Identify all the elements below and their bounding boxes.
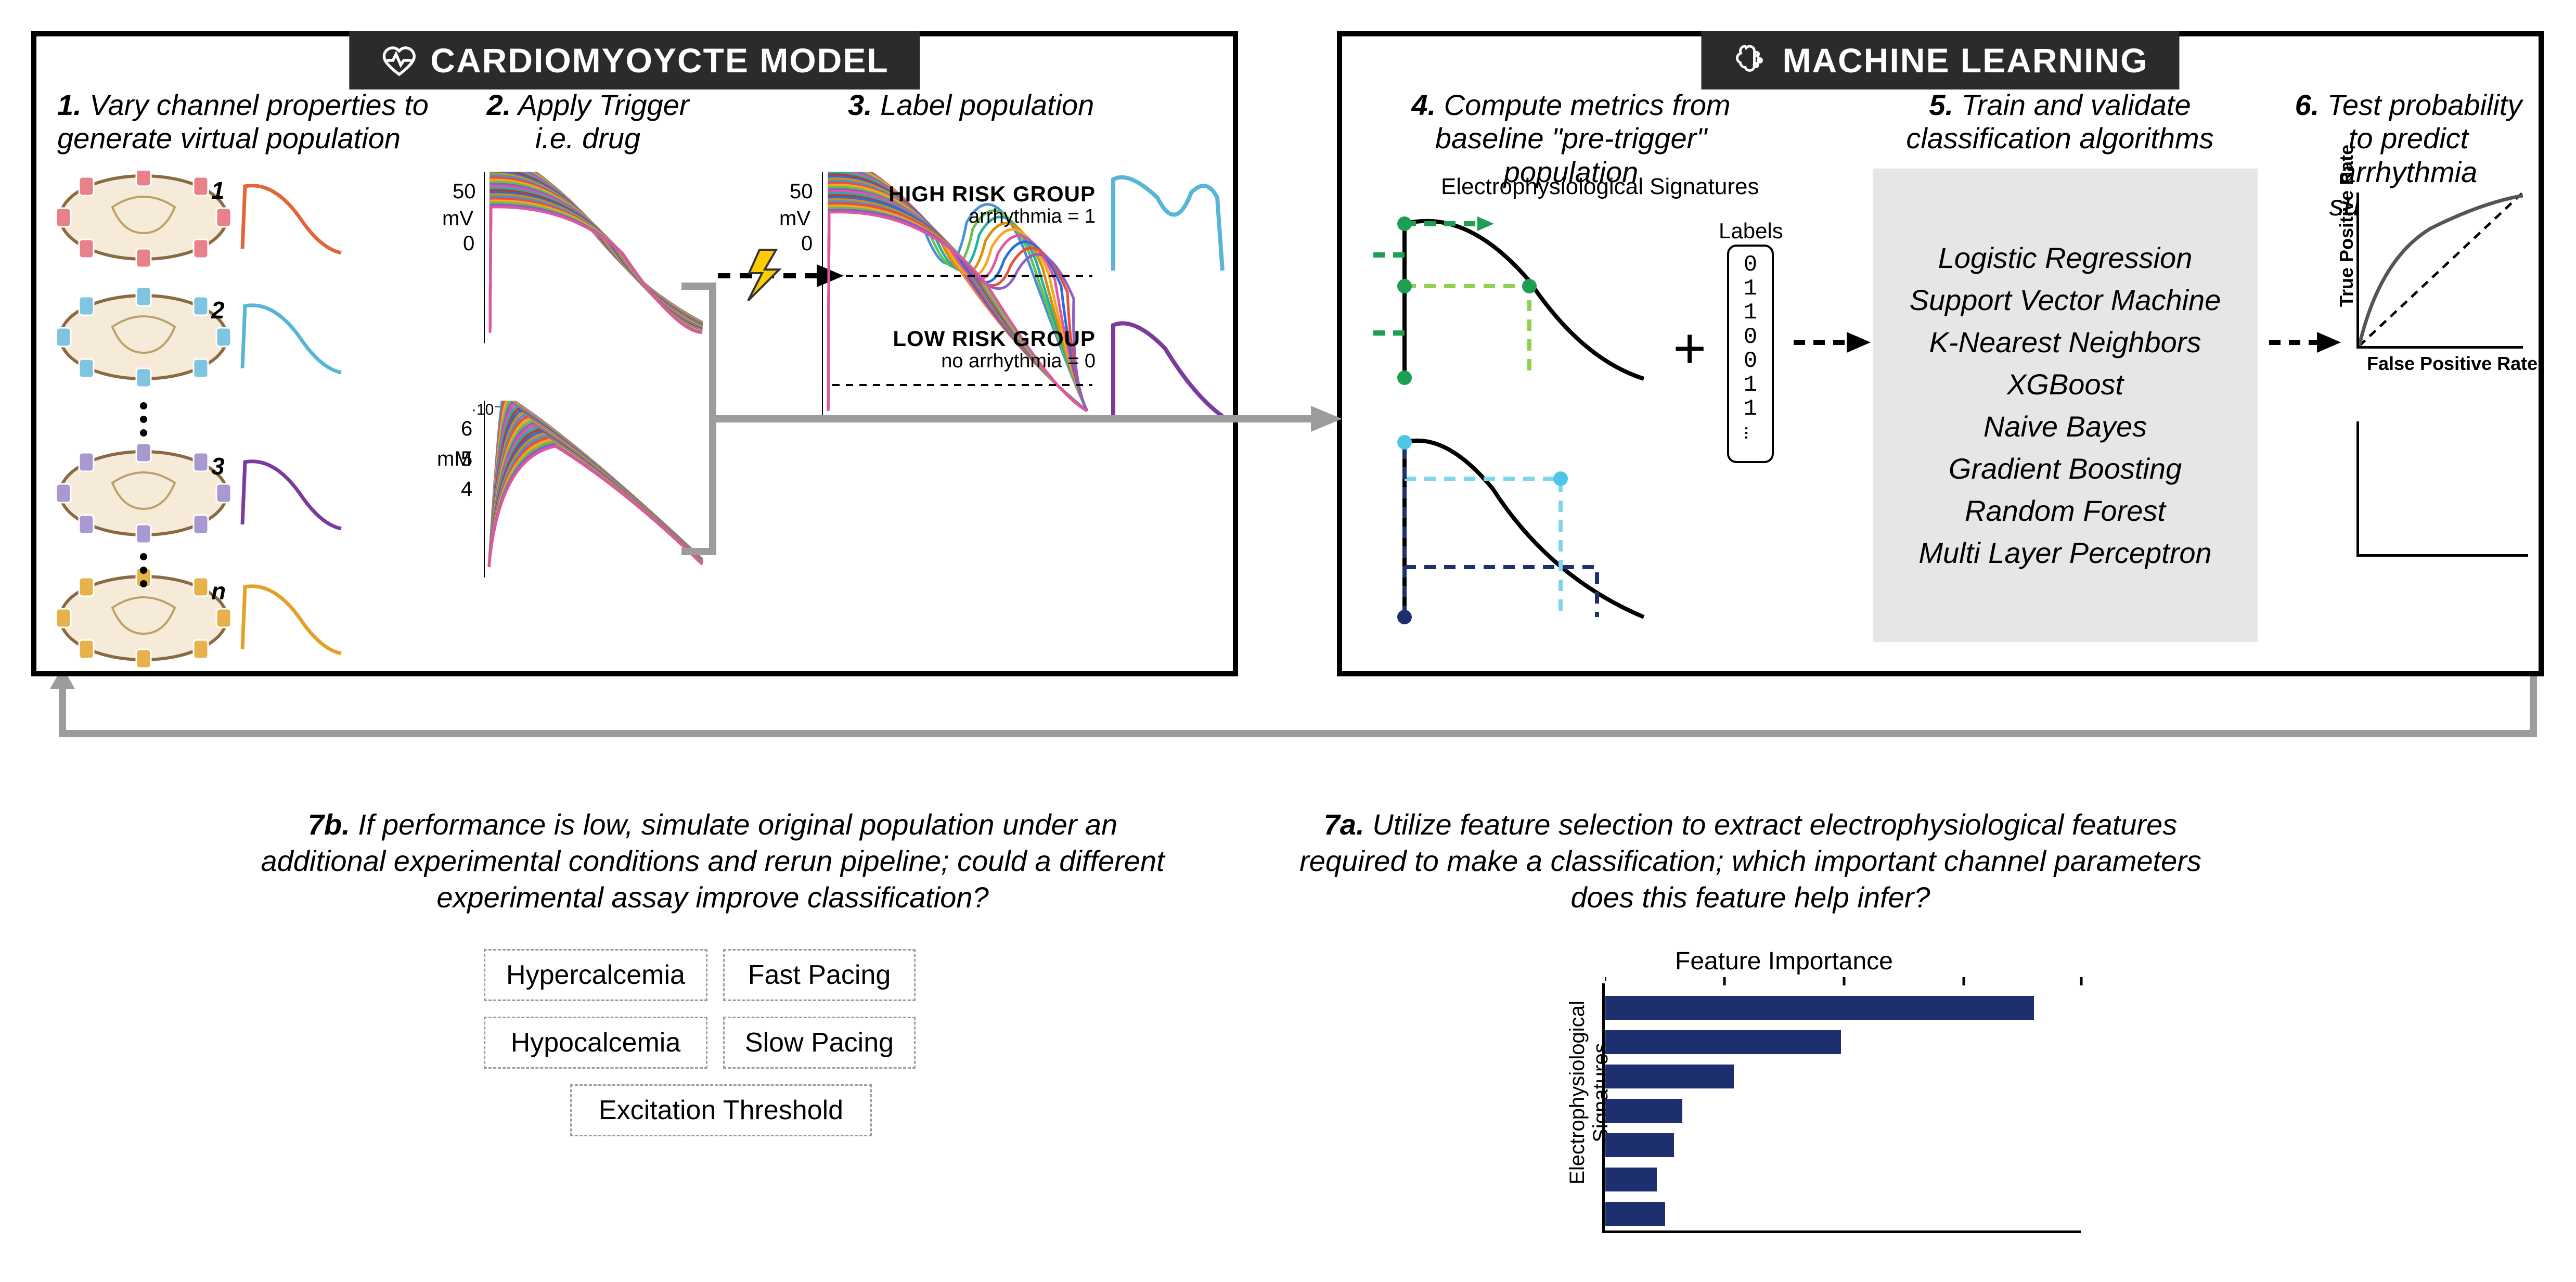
- step7b-text: 7b. If performance is low, simulate orig…: [255, 806, 1170, 916]
- feature-bar: [1605, 1065, 1734, 1088]
- svg-text:1: 1: [211, 177, 225, 204]
- step4-sig2: [1373, 411, 1654, 630]
- step2-ca-plot: [484, 401, 707, 598]
- feature-bar: [1605, 1168, 1657, 1191]
- step3-title: 3. Label population: [848, 88, 1129, 122]
- algo-item: Multi Layer Perceptron: [1873, 536, 2258, 570]
- cond-fast-pacing: Fast Pacing: [723, 949, 916, 1001]
- step2-ca-y4: 4: [461, 478, 472, 501]
- step2-ap-plot: [484, 172, 707, 359]
- feature-bar: [1605, 1099, 1682, 1123]
- cond-hypocalcemia: Hypocalcemia: [484, 1017, 707, 1069]
- labels-title: Labels: [1719, 219, 1783, 243]
- feature-bar: [1605, 1133, 1674, 1157]
- panel-title-right: MACHINE LEARNING: [1783, 41, 2148, 80]
- svg-text:2: 2: [211, 297, 225, 324]
- panel-ml: MACHINE LEARNING 4. Compute metrics from…: [1337, 31, 2544, 676]
- feature-bar: [1605, 1030, 1841, 1054]
- algo-item: XGBoost: [1873, 367, 2258, 401]
- panel-title-left: CARDIOMYOYCTE MODEL: [430, 41, 888, 80]
- step3-unit: mV: [779, 207, 810, 230]
- step3-y50: 50: [790, 180, 813, 203]
- feedback-loop-arrow: [31, 676, 2544, 791]
- step2-ap-y50: 50: [453, 180, 476, 203]
- algo-item: K-Nearest Neighbors: [1873, 325, 2258, 359]
- arrow-to-step5: [1789, 322, 1873, 363]
- figure-root: CARDIOMYOYCTE MODEL 1. Vary channel prop…: [10, 10, 2566, 1272]
- step1-title: 1. Vary channel properties to generate v…: [57, 88, 432, 156]
- svg-text:3: 3: [211, 453, 225, 480]
- panel-header-right: MACHINE LEARNING: [1702, 31, 2180, 89]
- feat-title: Feature Importance: [1675, 947, 1893, 976]
- svg-text:n: n: [211, 578, 226, 605]
- step5-title: 5. Train and validate classification alg…: [1873, 88, 2247, 156]
- high-risk-label: HIGH RISK GROUP arrhythmia = 1: [887, 182, 1096, 228]
- cells-column: 1 2 3 n: [55, 171, 346, 681]
- roc-plot: [2356, 193, 2523, 349]
- step2-ap-unit: mV: [442, 207, 473, 230]
- step7a-text: 7a. Utilize feature selection to extract…: [1280, 806, 2221, 916]
- metrics-barchart: [2356, 421, 2528, 557]
- algo-item: Naive Bayes: [1873, 409, 2258, 443]
- step2-ap-y0: 0: [463, 232, 474, 255]
- feature-bar: [1605, 1202, 1665, 1226]
- heart-icon: [380, 42, 418, 79]
- step2-title: 2. Apply Trigger i.e. drug: [468, 88, 707, 156]
- algo-item: Logistic Regression: [1873, 241, 2258, 275]
- brain-icon: [1733, 42, 1770, 79]
- step2-ca-y5: 5: [461, 447, 472, 471]
- arrow-to-step6: [2265, 322, 2343, 363]
- roc-xlabel: False Positive Rate: [2367, 353, 2538, 375]
- panel-header-left: CARDIOMYOYCTE MODEL: [349, 31, 920, 89]
- plus-sign: +: [1673, 315, 1706, 381]
- feature-bar: [1605, 996, 2034, 1020]
- algo-item: Random Forest: [1873, 494, 2258, 528]
- step3-y0: 0: [801, 232, 813, 255]
- algo-item: Gradient Boosting: [1873, 452, 2258, 485]
- cond-excitation-threshold: Excitation Threshold: [570, 1084, 872, 1136]
- algo-item: Support Vector Machine: [1873, 283, 2258, 317]
- labels-vector: 011 001 1…: [1727, 245, 1774, 463]
- ml-algorithms: Logistic Regression Support Vector Machi…: [1873, 169, 2258, 642]
- bridge-arrow: [681, 260, 1347, 624]
- step4-sig1: [1373, 193, 1654, 390]
- step2-ca-y6: 6: [461, 417, 472, 441]
- roc-ylabel: True Positive Rate: [2336, 145, 2358, 307]
- cond-hypercalcemia: Hypercalcemia: [484, 949, 707, 1001]
- cond-slow-pacing: Slow Pacing: [723, 1017, 916, 1069]
